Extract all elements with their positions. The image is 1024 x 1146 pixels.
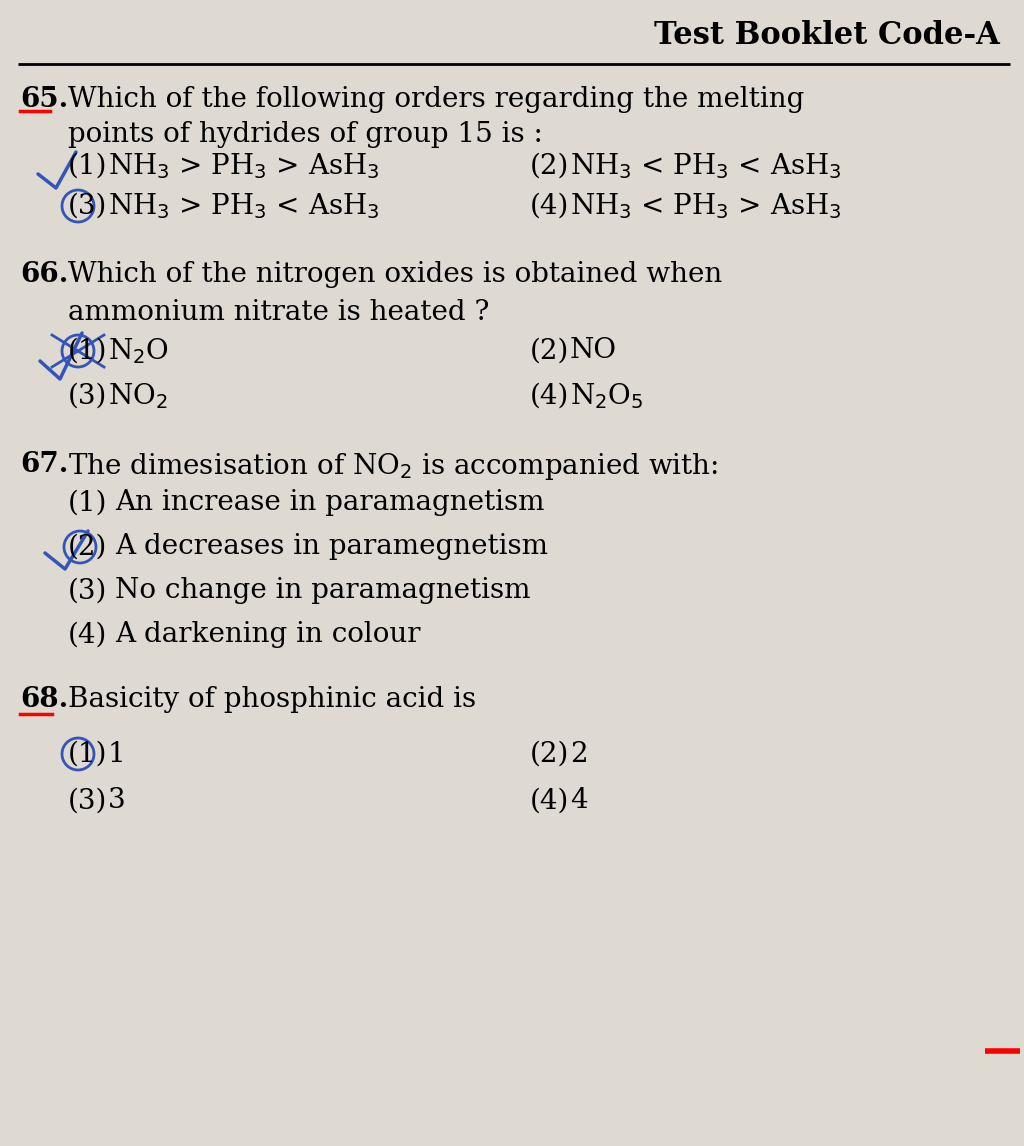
Text: (2): (2) [530,152,569,180]
Text: 3: 3 [108,787,126,815]
Text: points of hydrides of group 15 is :: points of hydrides of group 15 is : [68,121,543,148]
Text: Basicity of phosphinic acid is: Basicity of phosphinic acid is [68,686,476,713]
Text: (1): (1) [68,489,108,517]
Text: (2): (2) [68,534,108,560]
Text: A decreases in paramegnetism: A decreases in paramegnetism [115,534,548,560]
Text: Test Booklet Code-A: Test Booklet Code-A [654,21,1000,52]
Text: 67.: 67. [20,452,69,478]
Text: (3): (3) [68,787,108,815]
Text: Which of the nitrogen oxides is obtained when: Which of the nitrogen oxides is obtained… [68,261,722,288]
Text: (3): (3) [68,578,108,604]
Text: (2): (2) [530,740,569,768]
Text: NH$_3$ > PH$_3$ < AsH$_3$: NH$_3$ > PH$_3$ < AsH$_3$ [108,191,380,221]
Text: NH$_3$ > PH$_3$ > AsH$_3$: NH$_3$ > PH$_3$ > AsH$_3$ [108,151,380,181]
Text: An increase in paramagnetism: An increase in paramagnetism [115,489,545,517]
Text: (3): (3) [68,383,108,409]
Text: N$_2$O$_5$: N$_2$O$_5$ [570,382,643,411]
Text: (1): (1) [68,338,108,364]
Text: NO: NO [570,338,617,364]
Text: N$_2$O: N$_2$O [108,336,169,366]
Text: (4): (4) [530,383,569,409]
Text: NO$_2$: NO$_2$ [108,382,168,411]
Text: No change in paramagnetism: No change in paramagnetism [115,578,530,604]
Text: 1: 1 [108,740,126,768]
Text: NH$_3$ < PH$_3$ < AsH$_3$: NH$_3$ < PH$_3$ < AsH$_3$ [570,151,842,181]
Text: (4): (4) [530,787,569,815]
Text: 66.: 66. [20,261,69,288]
Text: (3): (3) [68,193,108,220]
Text: 2: 2 [570,740,588,768]
Text: (4): (4) [530,193,569,220]
Text: NH$_3$ < PH$_3$ > AsH$_3$: NH$_3$ < PH$_3$ > AsH$_3$ [570,191,842,221]
Text: Which of the following orders regarding the melting: Which of the following orders regarding … [68,86,805,113]
Text: 4: 4 [570,787,588,815]
Text: The dimesisation of NO$_2$ is accompanied with:: The dimesisation of NO$_2$ is accompanie… [68,452,718,482]
Text: (1): (1) [68,152,108,180]
Text: 68.: 68. [20,686,69,713]
Text: (4): (4) [68,621,108,649]
Text: A darkening in colour: A darkening in colour [115,621,421,649]
Text: (2): (2) [530,338,569,364]
Text: ammonium nitrate is heated ?: ammonium nitrate is heated ? [68,299,489,325]
Text: 65.: 65. [20,86,69,113]
Text: (1): (1) [68,740,108,768]
